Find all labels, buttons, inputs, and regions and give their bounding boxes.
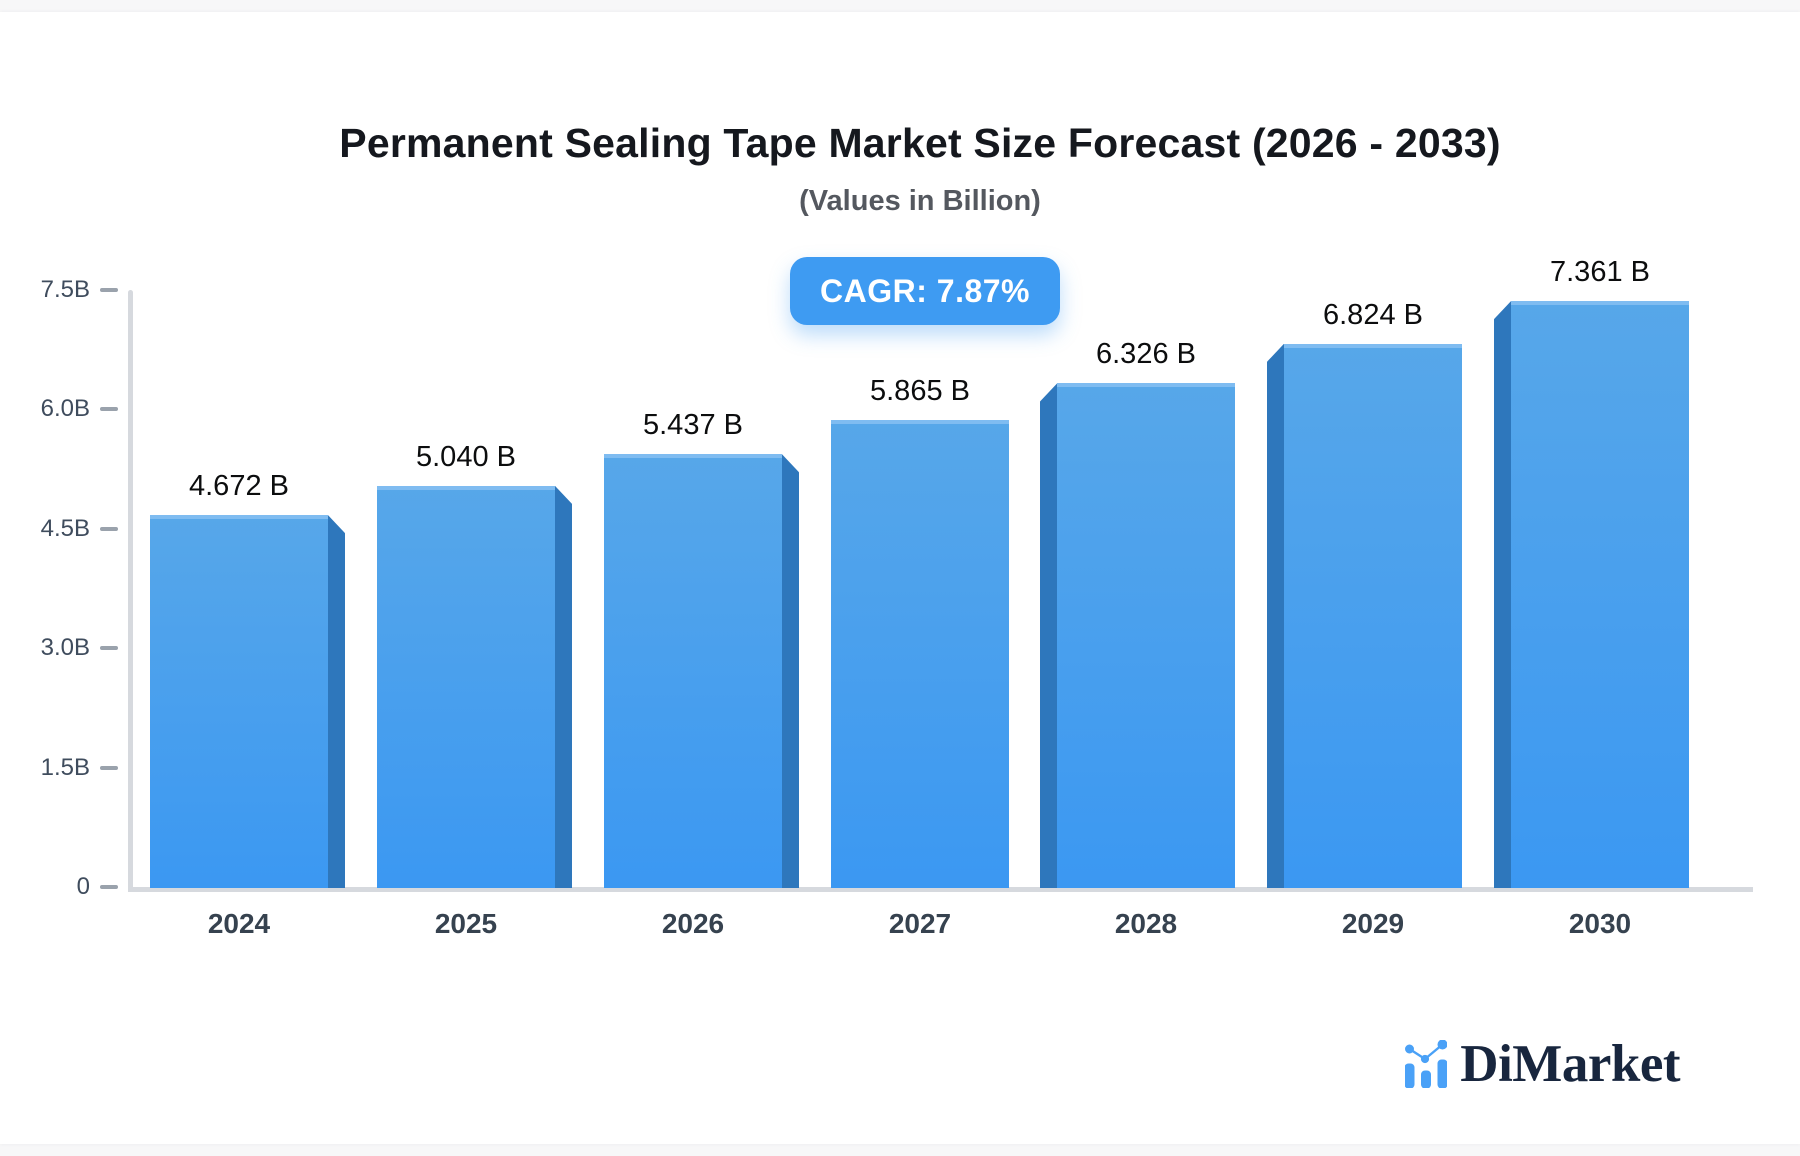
bar-side-face-2024 [328,515,345,888]
cagr-badge-label: CAGR: 7.87% [820,272,1030,309]
y-axis-tick-dash [100,646,118,651]
y-axis-line [128,290,133,890]
bar-2029 [1284,343,1462,888]
y-axis-tick-dash [100,288,118,292]
x-axis-line [128,887,1753,892]
y-axis-tick-dash [100,526,118,531]
x-axis-category-label: 2030 [1568,908,1632,939]
y-axis-tick-dash [100,885,118,889]
bar-value-label: 5.865 B [870,375,970,408]
chart-header: Permanent Sealing Tape Market Size Forec… [110,120,1730,218]
bar-value-label: 6.326 B [1096,338,1196,371]
chart-title: Permanent Sealing Tape Market Size Forec… [339,120,1501,166]
y-axis-tick-label: 3.0B [40,634,90,662]
x-axis-category-label: 2025 [434,908,498,939]
y-axis-tick-label: 0 [76,873,90,900]
y-axis-tick-label: 7.5B [40,276,90,303]
bar-side-face-2028 [1040,383,1057,888]
bar-value-label: 4.672 B [189,470,289,503]
y-axis-tick-dash [100,407,118,412]
chart-subtitle: (Values in Billion) [799,185,1041,217]
y-axis-tick-label: 6.0B [40,395,90,423]
bar-side-face-2025 [555,485,572,888]
bar-value-label: 5.437 B [643,409,743,442]
bar-side-face-2026 [782,454,799,888]
bar-chart-trendline-icon [1405,1040,1448,1088]
bar-2026 [604,454,782,888]
bar-2030 [1511,301,1689,888]
x-axis-category-label: 2024 [207,908,271,939]
x-axis-category-label: 2027 [888,908,952,939]
bar-side-face-2029 [1267,343,1284,888]
cagr-badge: CAGR: 7.87% [790,257,1060,325]
bar-value-label: 6.824 B [1323,298,1423,331]
y-axis-tick-label: 4.5B [40,514,90,542]
bar-2024 [150,515,328,888]
dimarket-logo: DiMarket [1405,1034,1680,1094]
chart-card: Permanent Sealing Tape Market Size Forec… [0,12,1800,1144]
logo-text: DiMarket [1460,1035,1680,1093]
bar-side-face-2030 [1494,301,1511,888]
y-axis-tick-label: 1.5B [40,753,90,781]
bar-value-label: 7.361 B [1550,256,1650,289]
bar-value-label: 5.040 B [416,440,516,473]
bar-chart-plot: 7.5B 6.0B 4.5B 3.0B 1.5B 0 4.672 B 2024 5.040 B 2… [0,12,1800,1144]
bar-2027 [831,420,1009,888]
bar-2028 [1057,383,1235,888]
y-axis-tick-dash [100,765,118,770]
x-axis-category-label: 2026 [661,908,725,939]
x-axis-category-label: 2029 [1341,908,1405,939]
bar-2025 [377,485,555,888]
x-axis-category-label: 2028 [1114,908,1178,939]
